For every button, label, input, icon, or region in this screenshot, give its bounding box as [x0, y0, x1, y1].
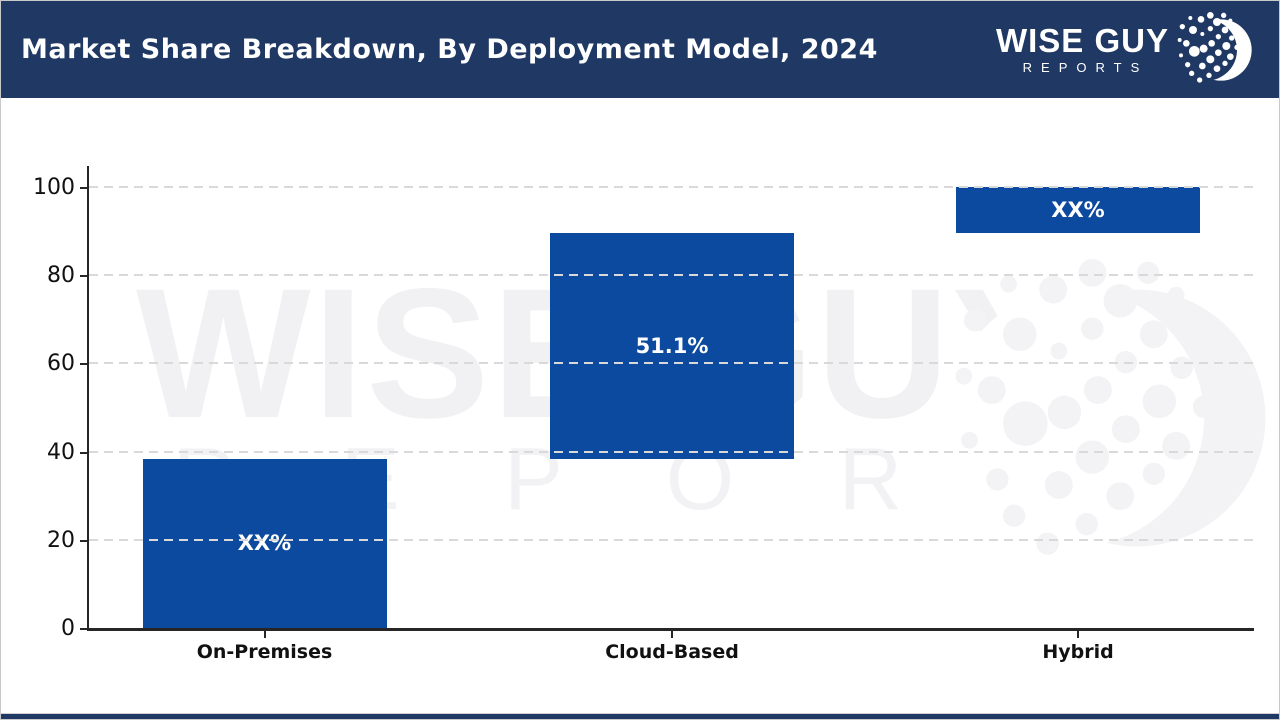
y-tick-label-0: 0 — [61, 616, 75, 641]
y-tick-label-80: 80 — [47, 263, 75, 289]
y-axis-line — [87, 166, 89, 631]
logo-face-icon — [1175, 11, 1252, 83]
y-tick-mark-60 — [80, 363, 87, 366]
header-bar: Market Share Breakdown, By Deployment Mo… — [1, 1, 1279, 98]
y-tick-mark-20 — [80, 539, 87, 542]
page-title: Market Share Breakdown, By Deployment Mo… — [21, 34, 878, 65]
y-tick-label-40: 40 — [47, 439, 75, 465]
gridline-60 — [89, 362, 1254, 365]
gridline-20 — [89, 538, 1254, 541]
x-axis-label-hybrid: Hybrid — [1042, 641, 1114, 663]
y-tick-label-20: 20 — [47, 527, 75, 553]
y-tick-mark-80 — [80, 275, 87, 278]
x-tick-mark-hybrid — [1077, 631, 1079, 638]
bar-value-label-on-premises: XX% — [237, 531, 292, 556]
bar-on-premises: XX% — [142, 458, 387, 628]
x-tick-mark-on-premises — [263, 631, 266, 638]
gridline-40 — [89, 450, 1254, 453]
x-axis-line — [87, 628, 1254, 631]
bar-cloud-based: 51.1% — [550, 233, 794, 459]
chart-canvas: WISE GUY R E P O R T S — [1, 98, 1279, 715]
x-axis-label-on-premises: On-Premises — [196, 641, 333, 663]
y-tick-label-60: 60 — [47, 351, 75, 377]
wiseguy-logo: WISE GUY REPORTS — [996, 10, 1253, 90]
x-tick-mark-cloud-based — [671, 631, 673, 638]
footer-bar — [1, 713, 1279, 719]
bar-hybrid: XX% — [956, 187, 1200, 234]
plot-area: XX% 51.1% XX% — [89, 186, 1254, 628]
y-tick-label-100: 100 — [33, 175, 75, 200]
gridline-80 — [89, 274, 1254, 277]
x-axis-label-cloud-based: Cloud-Based — [605, 641, 739, 663]
bar-value-label-cloud-based: 51.1% — [635, 333, 709, 358]
gridline-100 — [89, 186, 1254, 188]
logo-line2: REPORTS — [1022, 60, 1149, 76]
logo-wordmark: WISE GUY REPORTS — [995, 21, 1169, 76]
y-tick-mark-100 — [80, 187, 87, 189]
bar-value-label-hybrid: XX% — [1051, 198, 1105, 223]
logo-line1: WISE GUY — [995, 21, 1169, 59]
y-tick-mark-40 — [80, 451, 87, 454]
y-tick-mark-0 — [80, 628, 87, 630]
